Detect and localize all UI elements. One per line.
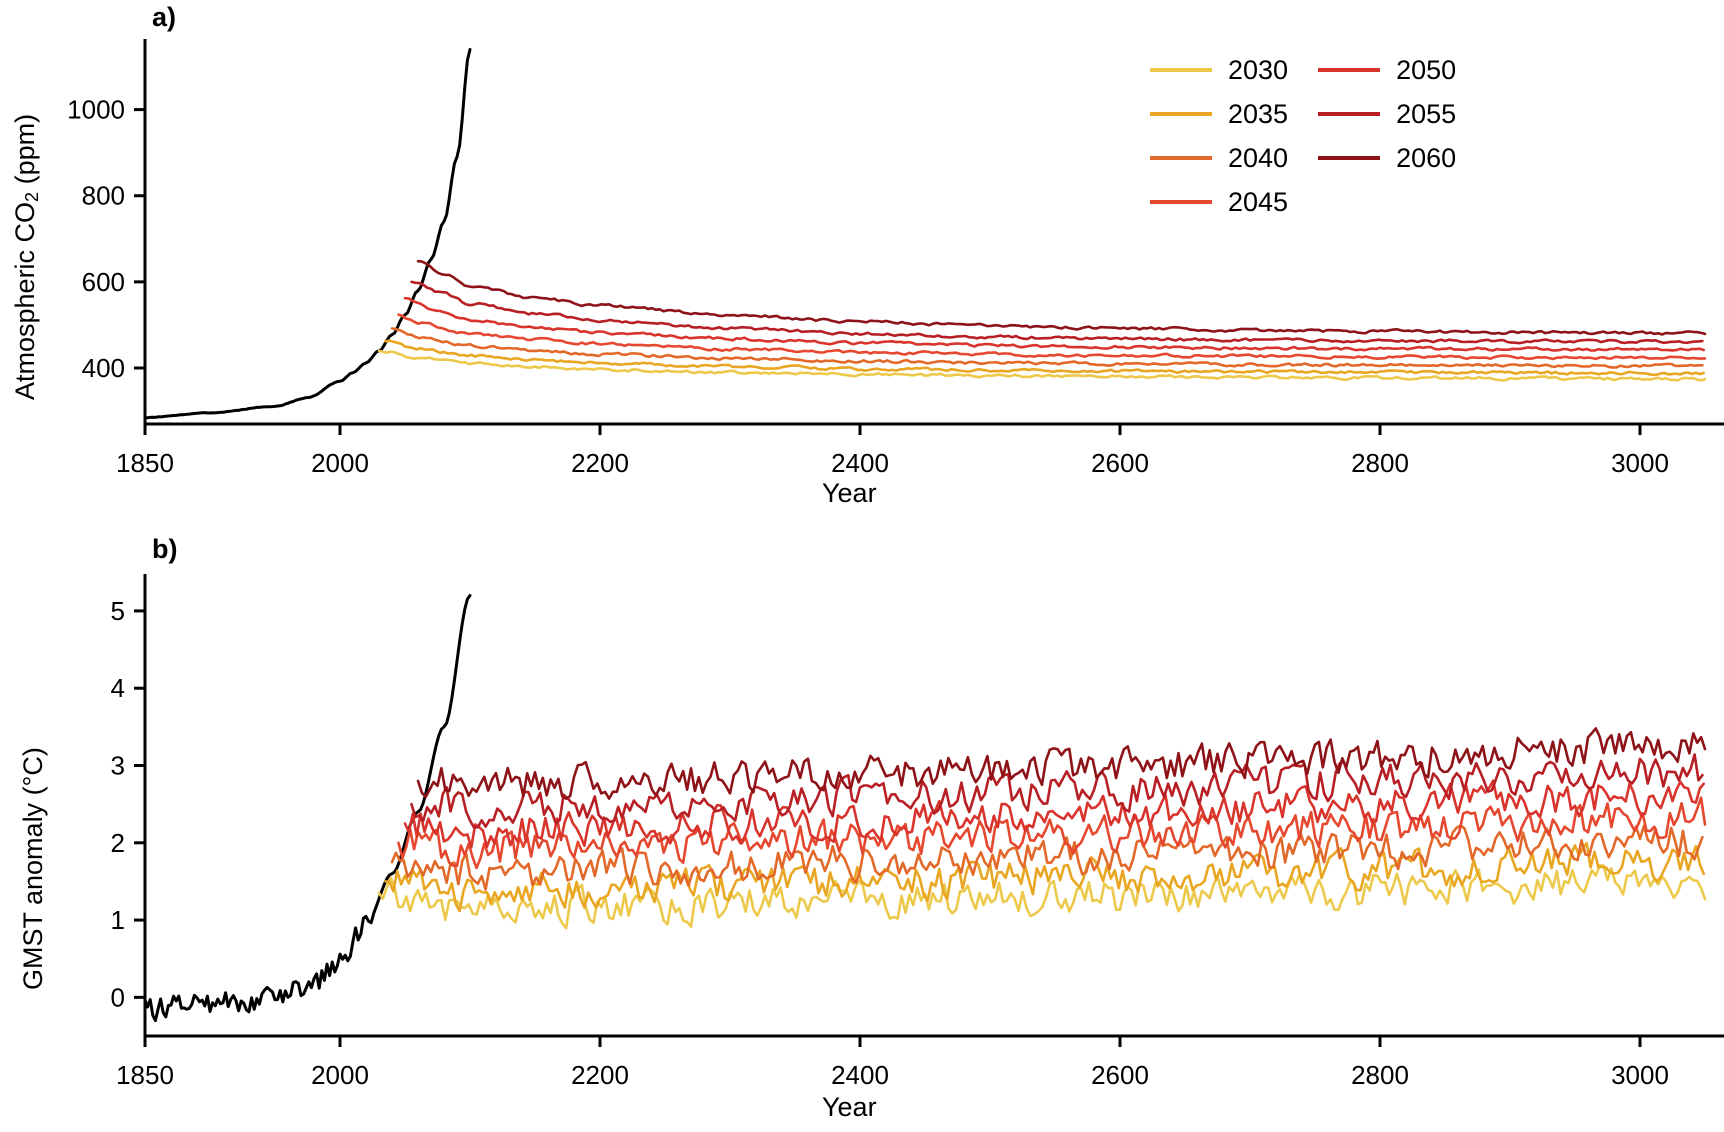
panel-b: b) GMST anomaly (°C) Year 1850 2000 2200 24… [0,520,1724,1132]
legend-item-2060[interactable]: 2060 [1318,136,1456,180]
y-tick-0: 0 [111,982,125,1012]
panel-a-plot: 1850 2000 2200 2400 2600 2800 3000 400 600 800 100… [67,39,1724,478]
legend: 2030 2035 2040 2045 2050 2055 2060 [1150,48,1456,224]
series-line-2045 [397,313,1707,361]
legend-label-2045: 2045 [1228,186,1289,217]
series-line-2050 [403,296,1705,352]
legend-swatch-2035 [1150,112,1212,116]
series-line-2030 [377,349,1707,382]
legend-swatch-2045 [1150,200,1212,204]
x-tick-1850: 1850 [116,1060,174,1090]
panel-a-x-axis-title: Year [822,478,877,508]
x-tick-2200: 2200 [571,1060,629,1090]
legend-swatch-2050 [1318,68,1381,72]
x-tick-2600: 2600 [1091,448,1149,478]
legend-label-2055: 2055 [1396,98,1457,129]
series-line-2060 [416,727,1707,800]
legend-item-2050[interactable]: 2050 [1318,48,1456,92]
series-line-2055 [410,280,1704,345]
y-tick-600: 600 [82,267,125,297]
x-tick-3000: 3000 [1611,1060,1669,1090]
series-line-baseline [145,594,472,1023]
legend-label-2035: 2035 [1228,98,1289,129]
x-tick-2000: 2000 [311,448,369,478]
panel-b-x-axis-title: Year [822,1092,877,1122]
y-tick-4: 4 [111,673,125,703]
legend-column-1: 2030 2035 2040 2045 [1150,48,1288,224]
series-line-baseline [145,48,472,420]
series-line-2040 [390,824,1704,891]
legend-swatch-2040 [1150,156,1212,160]
x-tick-2400: 2400 [831,448,889,478]
legend-item-2040[interactable]: 2040 [1150,136,1288,180]
legend-label-2060: 2060 [1396,142,1457,173]
panel-a: a) Atmospheric CO2 (ppm) Year 1850 2000 22… [0,0,1724,520]
legend-item-2030[interactable]: 2030 [1150,48,1288,92]
series-line-2040 [390,327,1704,369]
series-line-2055 [410,753,1704,829]
y-tick-1: 1 [111,905,125,935]
x-tick-1850: 1850 [116,448,174,478]
x-tick-2200: 2200 [571,448,629,478]
series-line-2045 [397,796,1707,870]
x-tick-2000: 2000 [311,1060,369,1090]
y-tick-800: 800 [82,181,125,211]
y-tick-1000: 1000 [67,95,125,125]
series-line-2060 [416,259,1707,336]
y-tick-400: 400 [82,353,125,383]
legend-item-2045[interactable]: 2045 [1150,180,1288,224]
legend-swatch-2060 [1318,156,1381,160]
panel-b-letter: b) [152,534,178,564]
legend-swatch-2030 [1150,68,1212,72]
panel-a-letter: a) [152,2,177,32]
legend-item-2055[interactable]: 2055 [1318,92,1456,136]
x-tick-2600: 2600 [1091,1060,1149,1090]
legend-swatch-2055 [1318,112,1381,116]
x-tick-2400: 2400 [831,1060,889,1090]
legend-label-2030: 2030 [1228,54,1289,85]
legend-label-2040: 2040 [1228,142,1289,173]
series-line-2035 [384,841,1705,913]
x-tick-2800: 2800 [1351,1060,1409,1090]
legend-label-2050: 2050 [1396,54,1457,85]
panel-b-plot: 1850 2000 2200 2400 2600 2800 3000 0 1 2 3 4 5 [111,574,1724,1090]
legend-item-2035[interactable]: 2035 [1150,92,1288,136]
series-line-2030 [377,864,1707,930]
series-line-2035 [384,339,1705,377]
y-tick-5: 5 [111,596,125,626]
y-tick-2: 2 [111,828,125,858]
legend-column-2: 2050 2055 2060 [1318,48,1456,224]
y-tick-3: 3 [111,750,125,780]
x-tick-3000: 3000 [1611,448,1669,478]
x-tick-2800: 2800 [1351,448,1409,478]
